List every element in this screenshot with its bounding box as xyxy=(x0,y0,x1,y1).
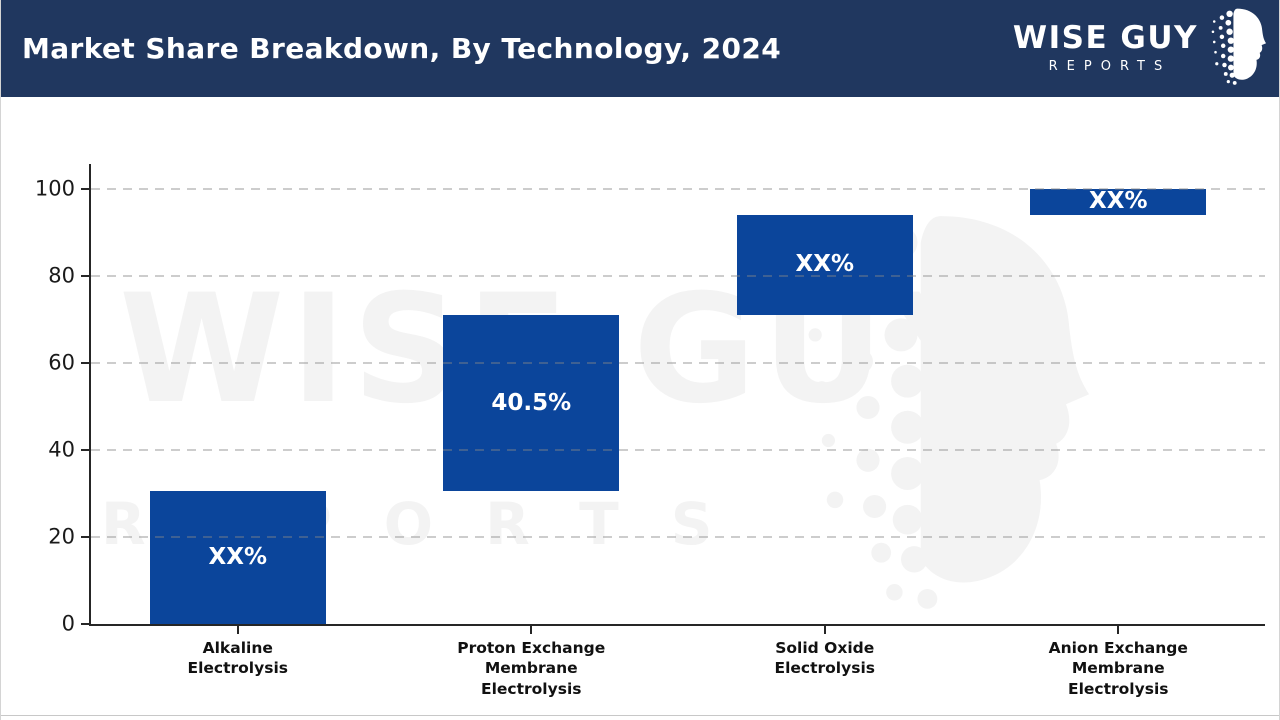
x-category-label: Alkaline Electrolysis xyxy=(187,639,289,678)
bar-value-label: 40.5% xyxy=(491,389,572,416)
y-tick-label: 0 xyxy=(61,611,75,636)
page-title: Market Share Breakdown, By Technology, 2… xyxy=(22,32,782,65)
bar-value-label: XX% xyxy=(1088,188,1148,215)
y-tick-label: 40 xyxy=(48,437,75,462)
y-tick-mark xyxy=(81,623,89,625)
x-tick-mark xyxy=(1117,626,1120,634)
plot-area: XX% 40.5% XX% XX% 0 20 40 60 80 100 Alkaline Ele… xyxy=(35,164,1265,698)
bar: XX% xyxy=(1030,188,1207,215)
x-category-label: Solid Oxide Electrolysis xyxy=(774,639,876,678)
x-tick-mark xyxy=(823,626,826,634)
y-tick-label: 60 xyxy=(48,350,75,375)
bar-layer: XX% 40.5% XX% XX% xyxy=(91,164,1265,624)
y-tick-label: 20 xyxy=(48,524,75,549)
bar-value-label: XX% xyxy=(208,544,267,571)
y-tick-mark xyxy=(81,187,89,190)
face-profile-icon xyxy=(1204,6,1268,92)
logo-wordmark: WISE GUY xyxy=(1012,20,1198,56)
gridline xyxy=(91,448,1265,451)
bar: XX% xyxy=(736,214,913,316)
y-tick-label: 100 xyxy=(34,176,75,201)
y-tick-mark xyxy=(81,448,89,451)
x-axis-ticks xyxy=(91,164,1265,634)
bar-value-label: XX% xyxy=(795,251,854,278)
y-tick-mark xyxy=(81,361,89,364)
y-tick-label: 80 xyxy=(48,263,75,288)
y-tick-mark xyxy=(81,535,89,538)
bar: XX% xyxy=(149,491,326,624)
x-category-label: Anion Exchange Membrane Electrolysis xyxy=(1048,639,1188,698)
chart-canvas: WISE GUY REPORTS XX% 40.5% XX% XX% 0 20 40 60 8… xyxy=(1,97,1279,716)
gridline xyxy=(91,274,1265,277)
bar: 40.5% xyxy=(443,315,620,492)
x-axis-labels: Alkaline Electrolysis Proton Exchange Mem… xyxy=(91,638,1265,699)
x-tick-mark xyxy=(236,626,239,634)
logo-subtitle: REPORTS xyxy=(1048,59,1172,74)
y-tick-mark xyxy=(81,274,89,277)
wise-guy-reports-logo: WISE GUY REPORTS xyxy=(1013,6,1268,92)
header-bar: Market Share Breakdown, By Technology, 2… xyxy=(1,0,1279,97)
x-category-label: Proton Exchange Membrane Electrolysis xyxy=(457,639,606,698)
gridline xyxy=(91,361,1265,364)
gridline xyxy=(91,187,1265,190)
x-tick-mark xyxy=(530,626,533,634)
logo-text: WISE GUY REPORTS xyxy=(1012,20,1198,75)
grid-layer xyxy=(91,164,1265,624)
y-axis-ticks: 0 20 40 60 80 100 xyxy=(35,164,1265,634)
gridline xyxy=(91,535,1265,538)
